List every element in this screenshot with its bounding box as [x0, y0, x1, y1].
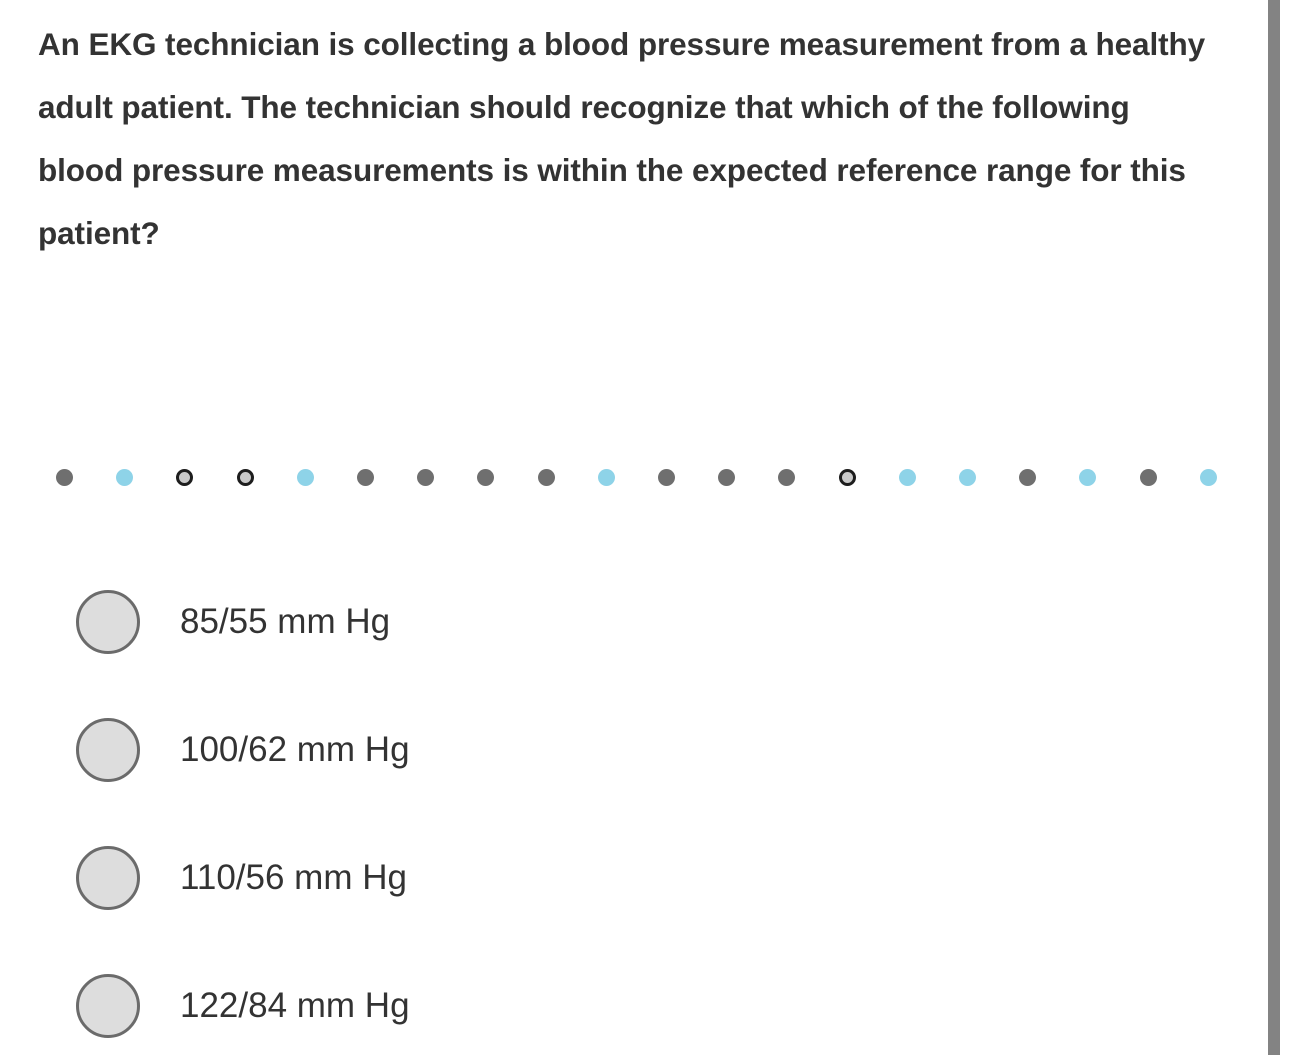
scrollbar-thumb[interactable]	[1268, 0, 1280, 1055]
progress-dot-15[interactable]	[898, 469, 916, 486]
answer-option-a[interactable]: 85/55 mm Hg	[0, 583, 1268, 711]
radio-button-c[interactable]	[76, 846, 140, 910]
answer-option-label: 110/56 mm Hg	[180, 858, 407, 897]
question-prompt: An EKG technician is collecting a blood …	[38, 26, 1206, 251]
radio-button-b[interactable]	[76, 718, 140, 782]
progress-dot-18[interactable]	[1079, 469, 1097, 486]
progress-dot-6[interactable]	[357, 469, 374, 486]
progress-dot-1[interactable]	[56, 469, 73, 486]
progress-dot-11[interactable]	[658, 469, 675, 486]
progress-dot-17[interactable]	[1019, 469, 1037, 486]
answer-option-b[interactable]: 100/62 mm Hg	[0, 711, 1268, 839]
progress-dot-8[interactable]	[477, 469, 495, 486]
progress-dot-4[interactable]	[236, 469, 254, 486]
answer-option-label: 100/62 mm Hg	[180, 730, 410, 769]
answer-options-list: 85/55 mm Hg 100/62 mm Hg 110/56 mm Hg 122/8…	[0, 583, 1268, 1055]
progress-dot-row	[56, 466, 1221, 492]
progress-dot-3[interactable]	[176, 469, 194, 486]
radio-button-a[interactable]	[76, 590, 140, 654]
progress-dot-9[interactable]	[537, 469, 555, 486]
progress-dot-5[interactable]	[296, 469, 314, 486]
scrollbar-track[interactable]	[1268, 0, 1290, 1055]
progress-dot-20[interactable]	[1199, 469, 1217, 486]
answer-option-c[interactable]: 110/56 mm Hg	[0, 839, 1268, 967]
progress-dot-16[interactable]	[959, 469, 976, 486]
progress-dot-7[interactable]	[417, 469, 435, 486]
radio-button-d[interactable]	[76, 974, 140, 1038]
progress-dot-13[interactable]	[778, 469, 796, 486]
answer-option-d[interactable]: 122/84 mm Hg	[0, 967, 1268, 1055]
answer-option-label: 85/55 mm Hg	[180, 602, 391, 641]
progress-dot-2[interactable]	[116, 469, 134, 486]
progress-dot-14[interactable]	[838, 469, 856, 486]
progress-dot-12[interactable]	[718, 469, 736, 486]
answer-option-label: 122/84 mm Hg	[180, 986, 410, 1025]
progress-dot-10[interactable]	[597, 469, 615, 486]
progress-dot-19[interactable]	[1139, 469, 1157, 486]
